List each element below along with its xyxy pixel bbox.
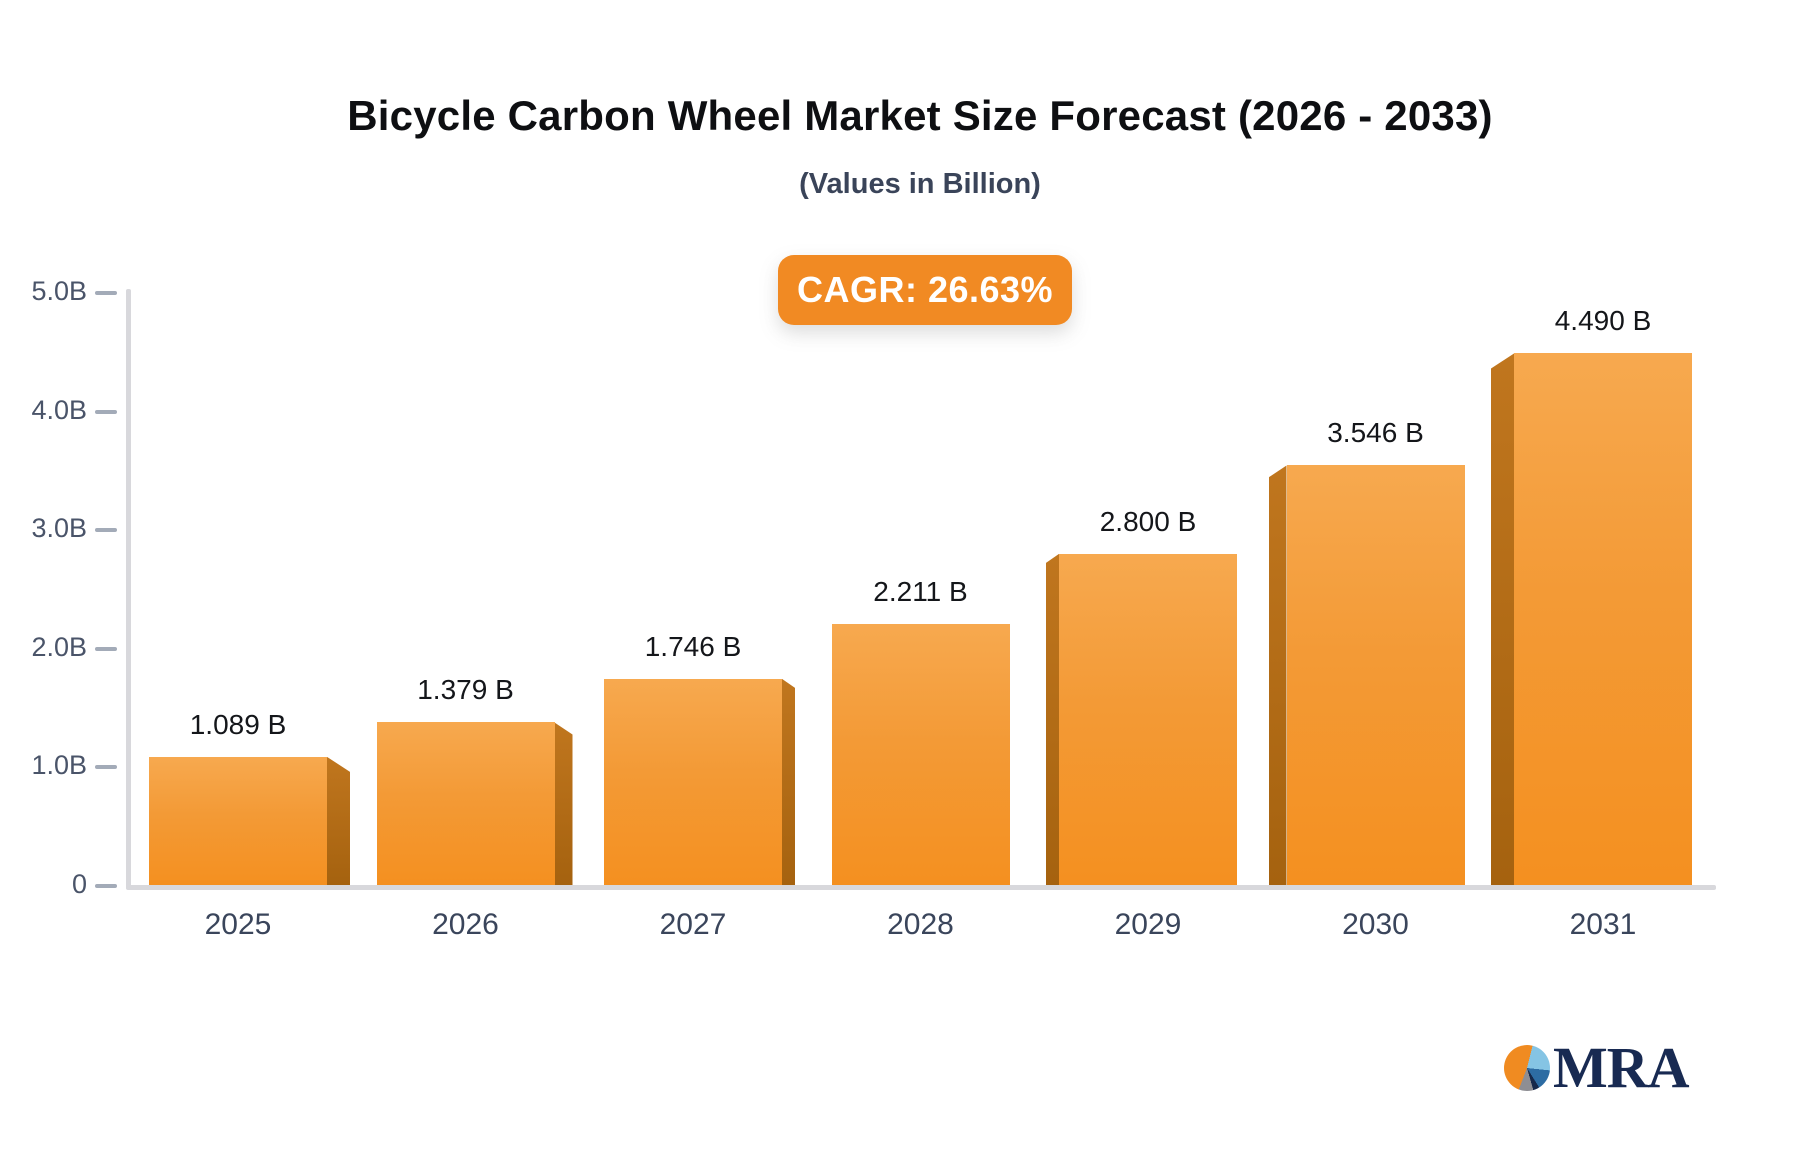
bar-value-label: 2.211 B — [873, 575, 968, 607]
y-axis-tick-label: 4.0B — [31, 394, 87, 425]
logo-text: MRA — [1553, 1035, 1690, 1100]
bar-value-label: 1.089 B — [189, 708, 287, 740]
bar — [1514, 353, 1692, 885]
y-axis-tick-label: 5.0B — [31, 276, 87, 306]
y-axis-tick-label: 1.0B — [31, 750, 87, 781]
bar — [376, 722, 555, 885]
bar-value-label: 3.546 B — [1327, 417, 1424, 449]
bar-value-label: 1.379 B — [417, 674, 514, 706]
bar — [149, 756, 327, 885]
bar-side-face — [1268, 465, 1287, 885]
bar-side-face — [327, 756, 350, 885]
y-axis-tick — [95, 646, 117, 651]
x-axis-category-label: 2028 — [887, 908, 954, 941]
cagr-badge: CAGR: 26.63% — [778, 255, 1072, 325]
bar — [1059, 553, 1237, 885]
x-axis-category-label: 2029 — [1114, 908, 1182, 941]
y-axis-line — [126, 289, 131, 889]
bar-side-face — [554, 722, 573, 885]
y-axis-tick — [95, 291, 117, 295]
y-axis-tick — [95, 528, 117, 533]
pie-chart-logo-icon — [1504, 1045, 1550, 1091]
cagr-badge-label: CAGR: 26.63% — [796, 269, 1054, 310]
chart-subtitle: (Values in Billion) — [799, 168, 1041, 200]
y-axis-tick-label: 0 — [71, 869, 87, 899]
y-axis-tick-label: 2.0B — [31, 631, 87, 662]
mra-logo: MRA — [1504, 1035, 1690, 1100]
y-axis-tick-label: 3.0B — [31, 513, 87, 544]
x-axis-category-label: 2031 — [1569, 908, 1637, 941]
x-axis-line — [126, 885, 1716, 890]
bar-value-label: 4.490 B — [1554, 305, 1652, 337]
x-axis-category-label: 2026 — [432, 908, 499, 941]
bar-side-face — [782, 678, 795, 885]
x-axis-category-label: 2027 — [659, 908, 727, 941]
chart-title: Bicycle Carbon Wheel Market Size Forecas… — [347, 92, 1493, 139]
bar-side-face — [1046, 553, 1059, 885]
y-axis-tick — [95, 884, 117, 888]
x-axis-category-label: 2030 — [1342, 908, 1409, 941]
y-axis-tick — [95, 409, 117, 414]
y-axis-tick — [95, 765, 117, 770]
bar — [831, 623, 1010, 885]
bar-value-label: 2.800 B — [1099, 505, 1197, 537]
bar-value-label: 1.746 B — [644, 630, 742, 662]
bar — [604, 678, 782, 885]
bar-side-face — [1491, 353, 1514, 885]
x-axis-category-label: 2025 — [204, 908, 272, 941]
bar — [1286, 465, 1465, 885]
